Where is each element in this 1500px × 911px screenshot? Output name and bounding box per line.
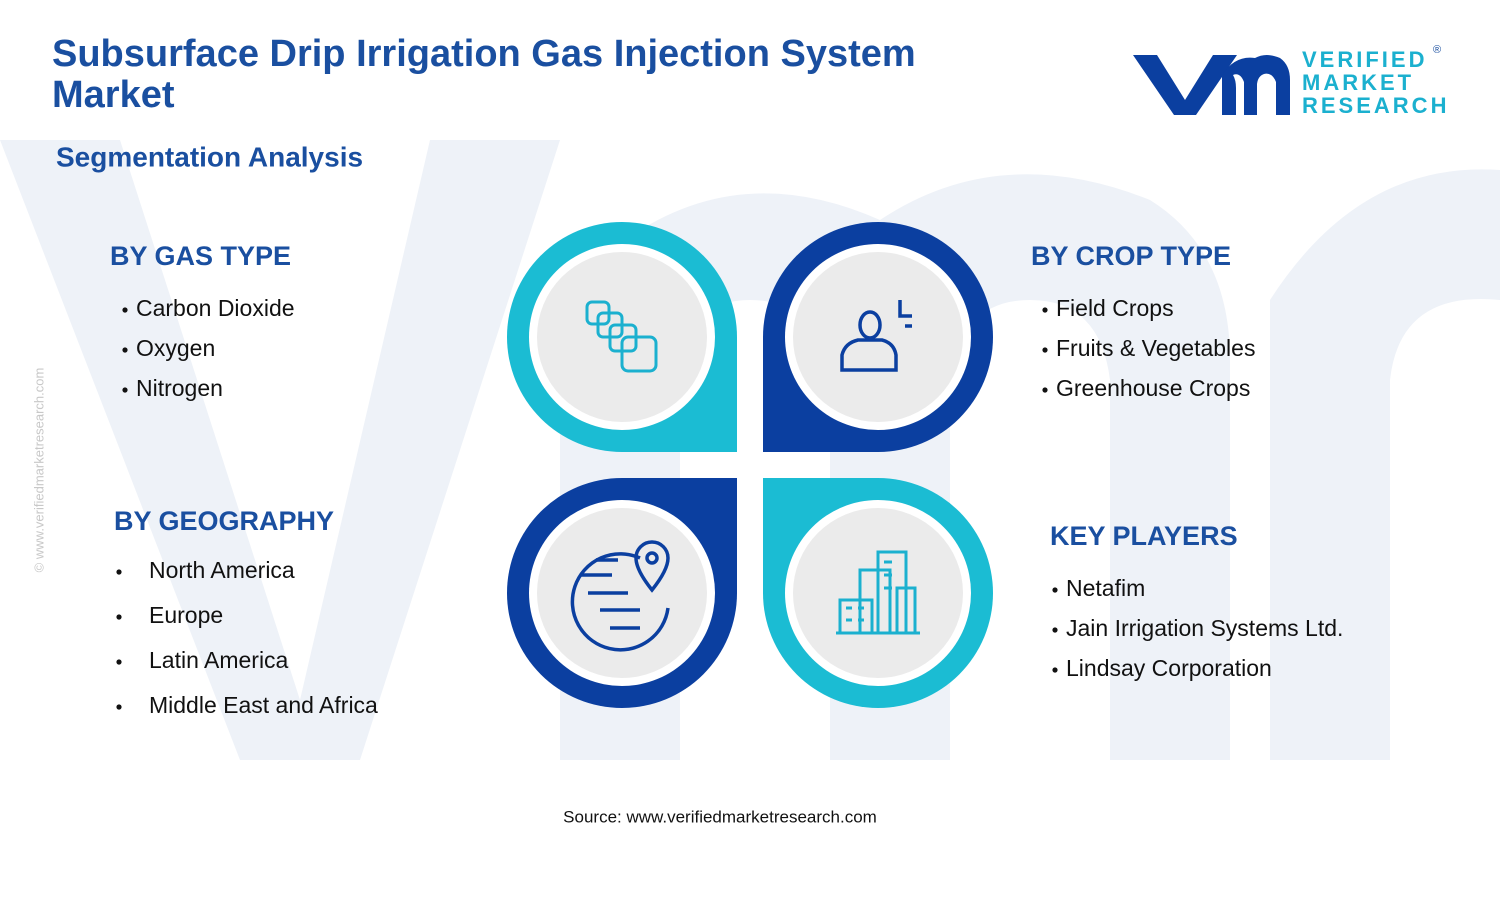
segment-item: Greenhouse Crops	[1056, 375, 1250, 401]
segment-item: Middle East and Africa	[149, 692, 378, 718]
segments: BY GAS TYPE Carbon Dioxide Oxygen Nitrogen B…	[110, 241, 1343, 718]
segment-item: Carbon Dioxide	[136, 295, 295, 321]
background-watermark	[0, 140, 1500, 761]
geography-icon	[570, 540, 670, 652]
segment-title: BY CROP TYPE	[1031, 241, 1231, 271]
crop-icon	[840, 300, 912, 372]
bullet	[122, 347, 128, 353]
segment-item: Fruits & Vegetables	[1056, 335, 1255, 361]
bullet	[116, 704, 122, 710]
segment-item: Field Crops	[1056, 295, 1174, 321]
gas-icon	[585, 300, 658, 373]
bullet	[1042, 307, 1048, 313]
segment-item: Latin America	[149, 647, 289, 673]
side-watermark: © www.verifiedmarketresearch.com	[31, 368, 46, 573]
quadrant-inner	[537, 252, 707, 422]
segment-item: Oxygen	[136, 335, 215, 361]
bullet	[1042, 347, 1048, 353]
subtitle: Segmentation Analysis	[56, 141, 363, 172]
bullet	[1052, 667, 1058, 673]
segment-title: BY GEOGRAPHY	[114, 506, 334, 536]
logo-mark	[1133, 55, 1290, 115]
segment-item: Lindsay Corporation	[1066, 655, 1272, 681]
logo-text: RESEARCH	[1302, 93, 1449, 118]
bullet	[116, 614, 122, 620]
logo-text: VERIFIED	[1302, 47, 1427, 72]
segment-item: Europe	[149, 602, 223, 628]
segment-title: KEY PLAYERS	[1050, 521, 1238, 551]
bullet	[1042, 387, 1048, 393]
title-line: Market	[52, 74, 175, 116]
segment-item: Nitrogen	[136, 375, 223, 401]
segment-item: Jain Irrigation Systems Ltd.	[1066, 615, 1343, 641]
source: Source: www.verifiedmarketresearch.com	[563, 807, 877, 826]
segment-item: North America	[149, 557, 295, 583]
segment-title: BY GAS TYPE	[110, 241, 291, 271]
players-icon	[836, 550, 920, 635]
bullet	[1052, 587, 1058, 593]
title-line: Subsurface Drip Irrigation Gas Injection…	[52, 33, 916, 75]
bullet	[122, 387, 128, 393]
quadrant-inner	[793, 252, 963, 422]
segment-item: Netafim	[1066, 575, 1145, 601]
bullet	[122, 307, 128, 313]
logo-text: MARKET	[1302, 70, 1414, 95]
bullet	[116, 659, 122, 665]
bullet	[1052, 627, 1058, 633]
logo-registered: ®	[1433, 44, 1441, 56]
bullet	[116, 569, 122, 575]
